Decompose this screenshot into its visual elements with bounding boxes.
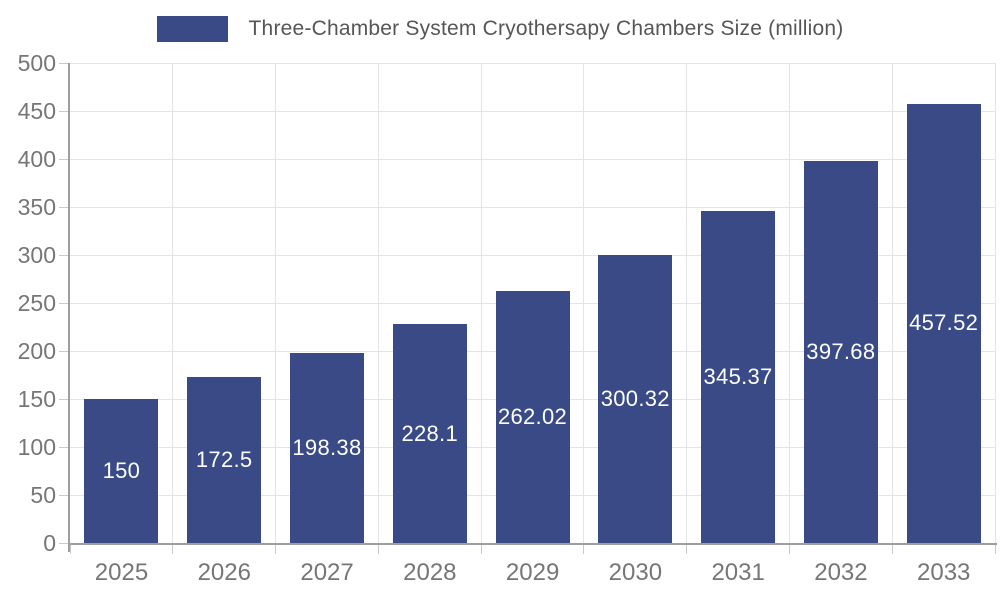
bar-2033: 457.52	[906, 103, 981, 543]
y-axis-tick	[59, 254, 68, 256]
bar-2025: 150	[84, 399, 159, 543]
y-gridline	[70, 254, 995, 256]
x-gridline	[480, 63, 482, 543]
x-tick-label: 2028	[403, 559, 457, 586]
bar-value-label: 457.52	[909, 310, 979, 336]
y-axis-tick	[59, 350, 68, 352]
y-tick-label: 100	[17, 434, 56, 460]
bar-value-label: 228.1	[401, 420, 458, 446]
x-tick-label: 2029	[505, 559, 560, 586]
y-axis-tick	[59, 110, 68, 112]
x-axis-spine	[68, 543, 997, 545]
x-axis-tick	[172, 545, 174, 554]
x-axis-tick	[69, 545, 71, 554]
bar-value-label: 172.5	[195, 447, 253, 473]
y-gridline	[70, 62, 995, 64]
x-tick-label: 2032	[814, 559, 868, 586]
x-axis-tick	[275, 545, 277, 554]
y-axis-tick	[59, 542, 68, 544]
y-tick-label: 250	[17, 290, 56, 316]
x-tick-label: 2033	[917, 559, 971, 586]
plot-area: 150 172.5 198.38 228.1 262.02 300.32 345.37 397…	[59, 62, 997, 554]
y-gridline	[70, 110, 995, 112]
x-axis-tick	[891, 545, 893, 554]
y-axis-tick	[59, 446, 68, 448]
x-gridline	[686, 63, 688, 543]
y-tick-label: 300	[17, 242, 56, 268]
x-gridline	[377, 63, 379, 543]
y-axis-tick	[59, 158, 68, 160]
bar-2027: 198.38	[289, 352, 364, 543]
x-axis-tick	[480, 545, 482, 554]
bar-value-label: 150	[102, 458, 141, 483]
legend-series-label: Three-Chamber System Cryothersapy Chambe…	[248, 17, 844, 40]
y-axis-tick	[59, 302, 68, 304]
y-gridline	[70, 158, 995, 160]
x-axis-tick	[994, 545, 996, 554]
y-axis-tick	[59, 494, 68, 496]
bar-value-label: 300.32	[600, 385, 670, 411]
bar-2026: 172.5	[187, 377, 262, 543]
y-tick-label: 400	[17, 146, 56, 172]
chart-legend: Three-Chamber System Cryothersapy Chambe…	[0, 16, 1000, 42]
x-tick-label: 2026	[197, 559, 251, 586]
y-axis-spine	[68, 63, 70, 552]
x-tick-label: 2030	[608, 559, 663, 586]
bar-2031: 345.37	[701, 211, 776, 543]
y-tick-label: 500	[17, 50, 56, 76]
bar-2032: 397.68	[803, 161, 878, 543]
bar-value-label: 345.37	[703, 364, 773, 390]
y-tick-label: 350	[17, 194, 56, 220]
x-axis-tick	[788, 545, 790, 554]
x-tick-label: 2025	[94, 559, 149, 586]
y-axis-tick	[59, 398, 68, 400]
bar-value-label: 397.68	[806, 339, 876, 365]
x-tick-label: 2027	[300, 559, 354, 586]
y-gridline	[70, 206, 995, 208]
x-gridline	[172, 63, 174, 543]
bar-value-label: 262.02	[497, 404, 568, 430]
x-gridline	[891, 63, 893, 543]
x-gridline	[994, 63, 996, 543]
x-axis-tick	[686, 545, 688, 554]
bar-2029: 262.02	[495, 291, 570, 543]
y-tick-label: 50	[30, 482, 56, 508]
y-tick-label: 450	[17, 98, 56, 124]
bar-2030: 300.32	[598, 254, 673, 543]
y-tick-label: 200	[17, 338, 56, 364]
x-gridline	[583, 63, 585, 543]
x-gridline	[275, 63, 277, 543]
bar-2028: 228.1	[392, 324, 467, 543]
legend-swatch-icon	[156, 16, 228, 42]
x-tick-label: 2031	[711, 559, 765, 586]
x-axis-tick	[583, 545, 585, 554]
y-axis-tick	[59, 206, 68, 208]
bar-value-label: 198.38	[292, 434, 362, 460]
x-axis-tick	[377, 545, 379, 554]
y-tick-label: 150	[17, 386, 56, 412]
y-axis-tick	[59, 62, 68, 64]
y-tick-label: 0	[43, 530, 56, 556]
x-gridline	[788, 63, 790, 543]
